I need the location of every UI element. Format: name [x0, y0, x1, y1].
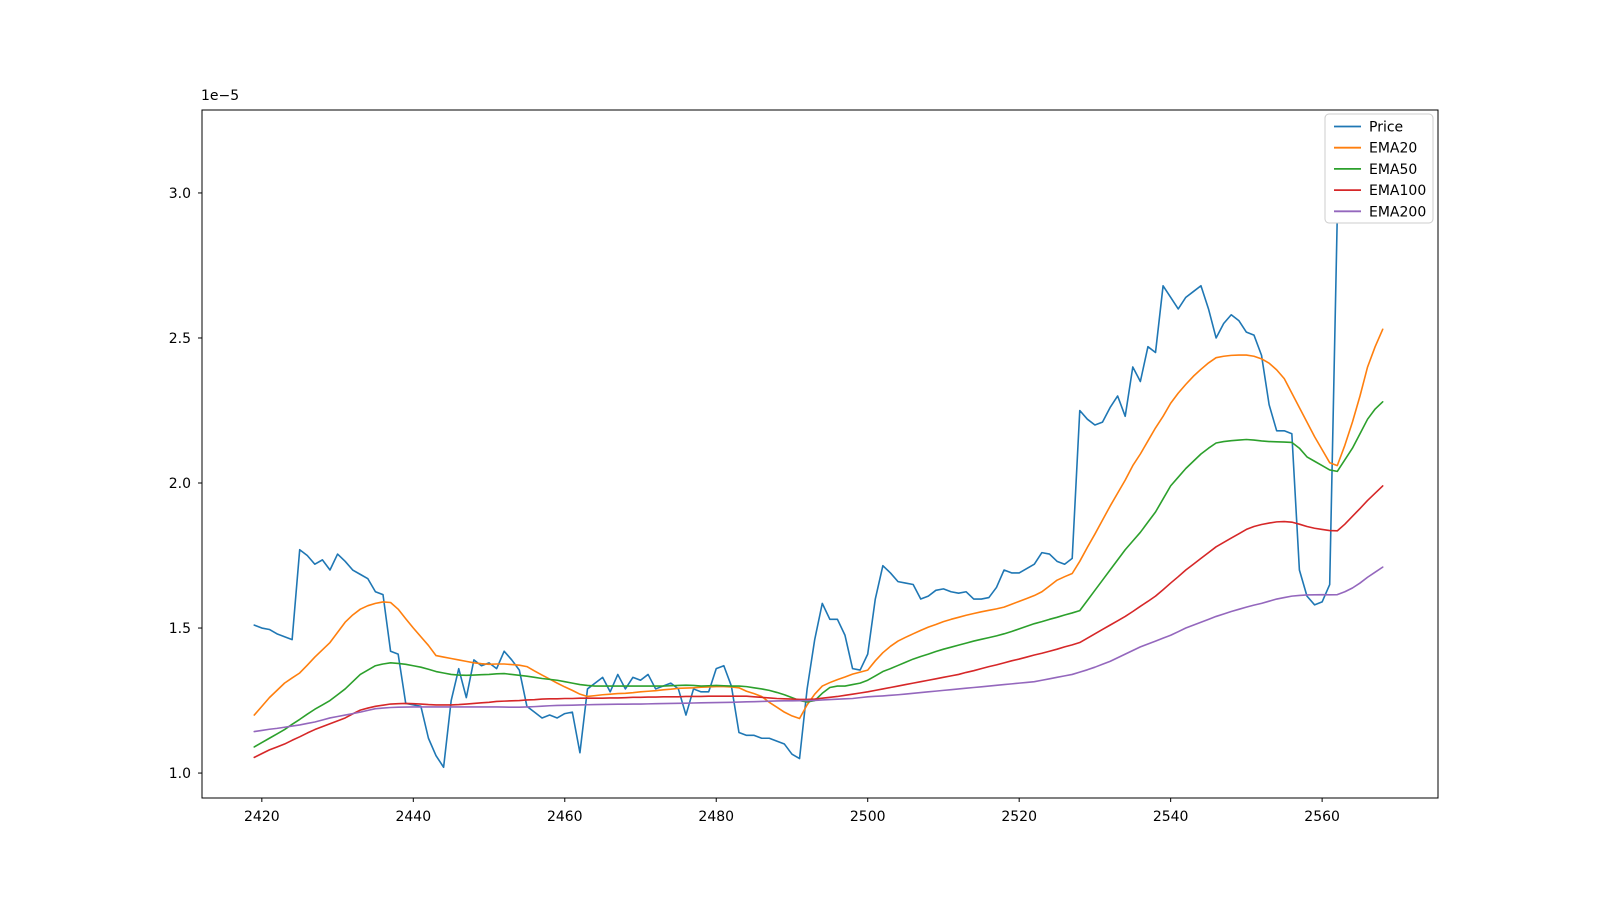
y-axis-offset-text: 1e−5: [201, 88, 239, 104]
x-tick-label: 2460: [547, 809, 583, 825]
legend-label-ema50: EMA50: [1369, 162, 1417, 178]
series-line-ema50: [253, 400, 1384, 748]
series-line-ema100: [253, 485, 1384, 759]
series-line-ema200: [253, 566, 1384, 733]
y-tick-label: 3.0: [169, 186, 191, 202]
legend-label-ema200: EMA200: [1369, 204, 1426, 220]
y-tick-label: 1.0: [169, 766, 191, 782]
x-tick-label: 2480: [698, 809, 734, 825]
x-tick-label: 2540: [1153, 809, 1189, 825]
plot-area-border: [201, 109, 1439, 799]
series-line-price: [253, 137, 1384, 769]
y-tick-label: 2.5: [169, 331, 191, 347]
x-tick-label: 2440: [395, 809, 431, 825]
y-tick-label: 1.5: [169, 621, 191, 637]
series-line-ema20: [253, 328, 1384, 720]
y-tick-label: 2.0: [169, 476, 191, 492]
x-tick-label: 2420: [244, 809, 280, 825]
x-tick-label: 2520: [1001, 809, 1037, 825]
x-tick-label: 2500: [850, 809, 886, 825]
legend-label-ema20: EMA20: [1369, 141, 1417, 157]
legend-label-ema100: EMA100: [1369, 183, 1426, 199]
legend-label-price: Price: [1369, 120, 1403, 136]
x-tick-label: 2560: [1304, 809, 1340, 825]
legend-box: [1324, 113, 1434, 224]
